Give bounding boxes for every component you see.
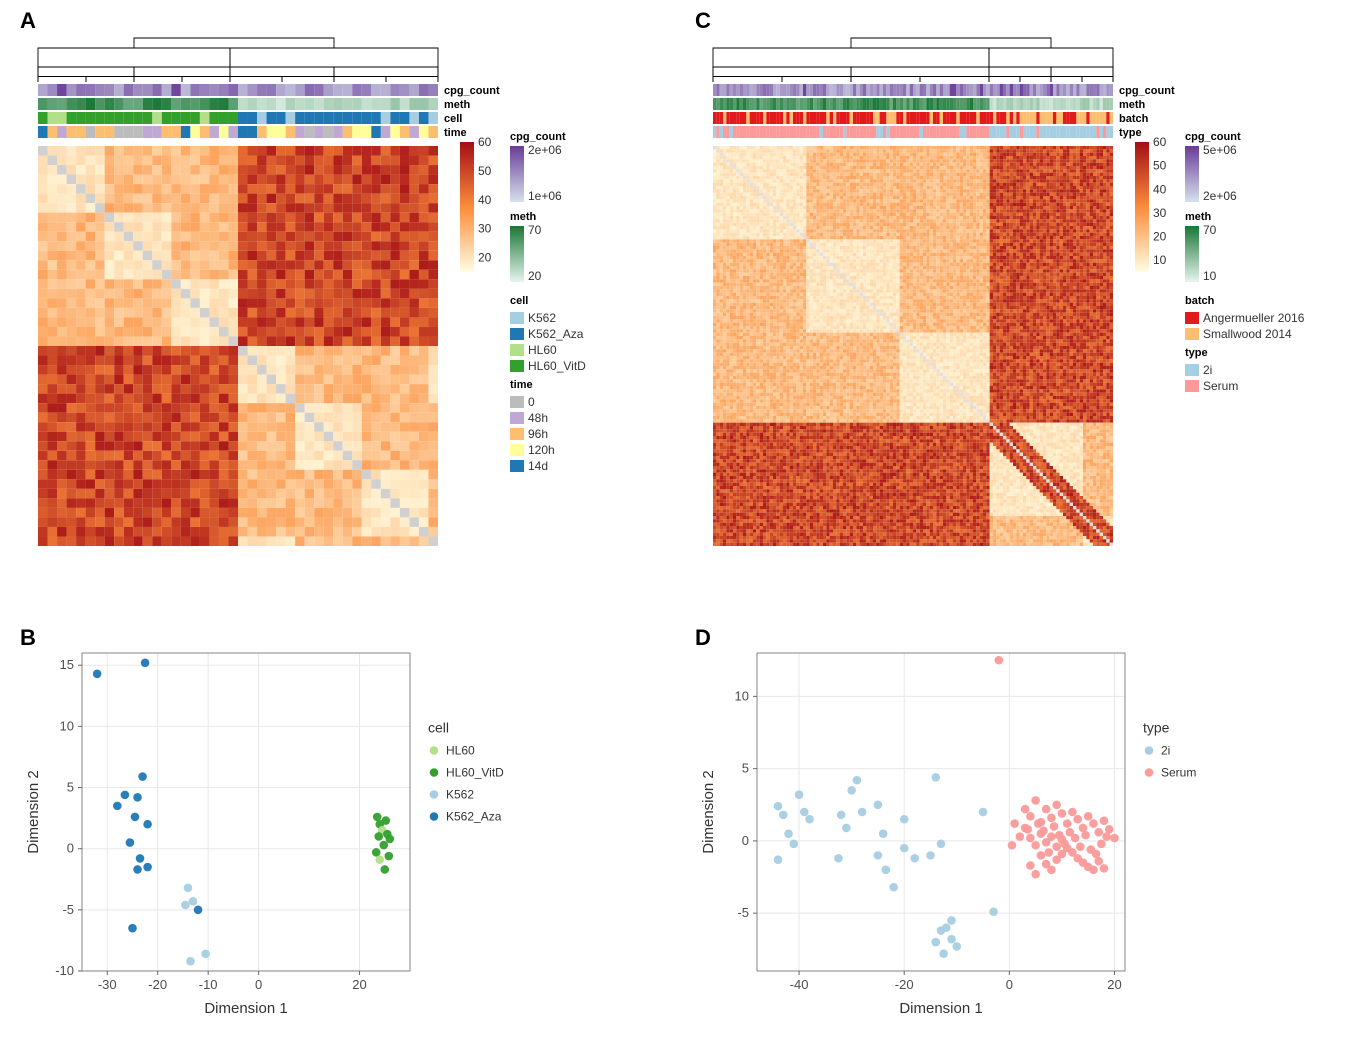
svg-text:cpg_count: cpg_count [444,85,500,97]
panel-a-label: A [20,8,36,34]
panel-b: B -30-20-10020-10-5051015Dimension 1Dime… [20,625,580,1025]
panel-d-svg: -40-20020-50510Dimension 1Dimension 2typ… [695,625,1295,1025]
svg-text:50: 50 [478,164,492,178]
svg-text:HL60: HL60 [528,343,557,357]
panel-b-label: B [20,625,36,651]
panel-a: A cpg_countmethcelltime2030405060cpg_cou… [20,8,650,568]
svg-text:cpg_count: cpg_count [510,131,566,143]
svg-text:cell: cell [444,113,462,125]
svg-text:K562_Aza: K562_Aza [528,327,584,341]
svg-text:time: time [510,379,533,391]
panel-a-svg: cpg_countmethcelltime2030405060cpg_count… [20,8,650,568]
svg-text:96h: 96h [528,427,548,441]
panel-d-label: D [695,625,711,651]
svg-text:meth: meth [510,211,537,223]
panel-d: D -40-20020-50510Dimension 1Dimension 2t… [695,625,1295,1025]
svg-text:20: 20 [528,269,542,283]
panel-c-label: C [695,8,711,34]
svg-text:time: time [444,127,467,139]
svg-text:48h: 48h [528,411,548,425]
svg-text:70: 70 [528,223,542,237]
svg-text:30: 30 [478,222,492,236]
svg-text:0: 0 [528,395,535,409]
svg-text:20: 20 [478,251,492,265]
svg-text:cell: cell [510,295,528,307]
svg-text:HL60_VitD: HL60_VitD [528,359,586,373]
panel-b-svg: -30-20-10020-10-5051015Dimension 1Dimens… [20,625,580,1025]
svg-text:60: 60 [478,135,492,149]
svg-text:K562: K562 [528,311,556,325]
svg-text:type: type [1119,127,1142,139]
svg-text:cpg_count: cpg_count [1119,85,1175,97]
svg-text:1e+06: 1e+06 [528,189,562,203]
panel-c-svg: cpg_countmethbatchtype102030405060cpg_co… [695,8,1335,568]
svg-text:2e+06: 2e+06 [528,143,562,157]
svg-text:meth: meth [1119,99,1146,111]
svg-text:14d: 14d [528,459,548,473]
svg-text:40: 40 [478,193,492,207]
svg-text:batch: batch [1119,113,1149,125]
svg-text:meth: meth [444,99,471,111]
svg-text:120h: 120h [528,443,555,457]
panel-c: C cpg_countmethbatchtype102030405060cpg_… [695,8,1335,568]
